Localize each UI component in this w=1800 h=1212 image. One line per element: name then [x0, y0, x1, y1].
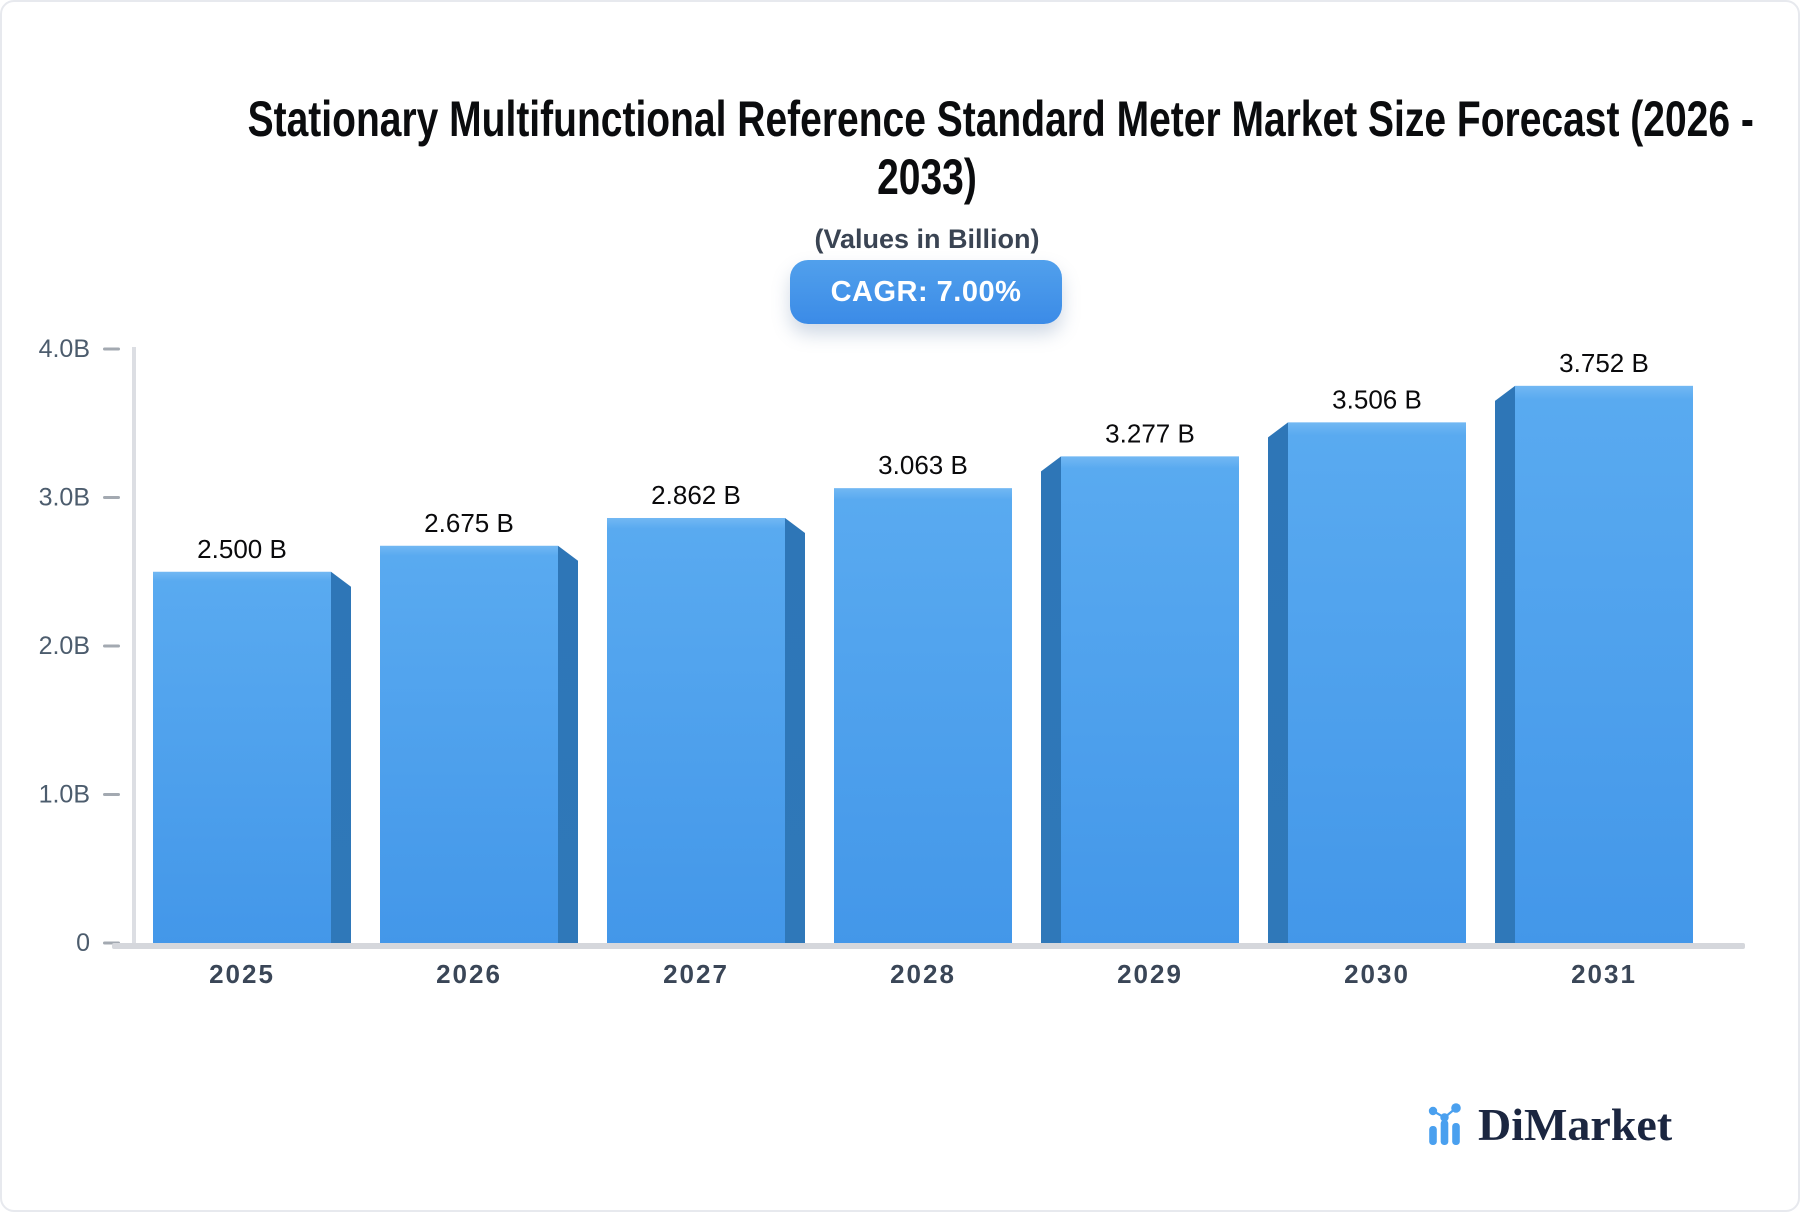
y-axis-label: 2.0B	[39, 632, 90, 660]
x-axis-label: 2031	[1571, 959, 1637, 989]
bar-side-face	[1495, 385, 1515, 945]
x-axis-label: 2027	[663, 959, 729, 989]
y-axis-tick	[103, 644, 120, 648]
bar-2029	[1061, 456, 1239, 945]
dimarket-logo-icon	[1428, 1103, 1461, 1145]
x-axis-label: 2029	[1117, 959, 1183, 989]
bar-side-face	[1268, 422, 1288, 945]
y-axis-tick	[103, 793, 120, 796]
bar-value-label: 2.675 B	[424, 508, 514, 538]
bar-value-label: 3.752 B	[1559, 348, 1649, 378]
bar-value-label: 3.506 B	[1332, 384, 1422, 414]
y-axis-label: 3.0B	[39, 484, 90, 512]
bar-2026	[380, 545, 558, 945]
bar-2027	[607, 517, 785, 945]
bar-side-face	[558, 545, 578, 945]
x-axis-label: 2025	[209, 959, 275, 989]
y-axis-label: 0	[76, 929, 90, 957]
bar-side-face	[331, 571, 351, 945]
x-axis-label: 2026	[436, 959, 502, 989]
bar-value-label: 3.063 B	[878, 450, 968, 480]
x-axis-label: 2030	[1344, 959, 1410, 989]
bar-value-label: 2.500 B	[197, 534, 287, 564]
bar-2031	[1515, 385, 1693, 945]
y-axis-tick	[103, 496, 120, 499]
y-axis-label: 1.0B	[39, 781, 90, 809]
y-axis-label: 4.0B	[39, 335, 90, 363]
y-axis-line	[132, 347, 136, 949]
chart-title-line1: Stationary Multifunctional Reference Sta…	[247, 91, 1754, 147]
bar-2028	[834, 488, 1012, 945]
chart-title-line2: 2033)	[877, 149, 977, 205]
x-axis-baseline	[112, 943, 1745, 949]
chart-title: Stationary Multifunctional Reference Sta…	[247, 90, 1754, 206]
cagr-badge: CAGR: 7.00%	[790, 260, 1062, 324]
bar-side-face	[1041, 456, 1061, 945]
brand-logo: DiMarket	[1426, 1098, 1672, 1150]
chart-subtitle: (Values in Billion)	[814, 224, 1040, 254]
bar-2030	[1288, 422, 1466, 945]
brand-name: DiMarket	[1478, 1099, 1673, 1150]
bar-value-label: 2.862 B	[651, 480, 741, 510]
x-axis-label: 2028	[890, 959, 956, 989]
bar-side-face	[785, 517, 805, 945]
bar-2025	[153, 571, 331, 945]
y-axis-tick	[103, 347, 120, 351]
bar-value-label: 3.277 B	[1105, 418, 1195, 448]
